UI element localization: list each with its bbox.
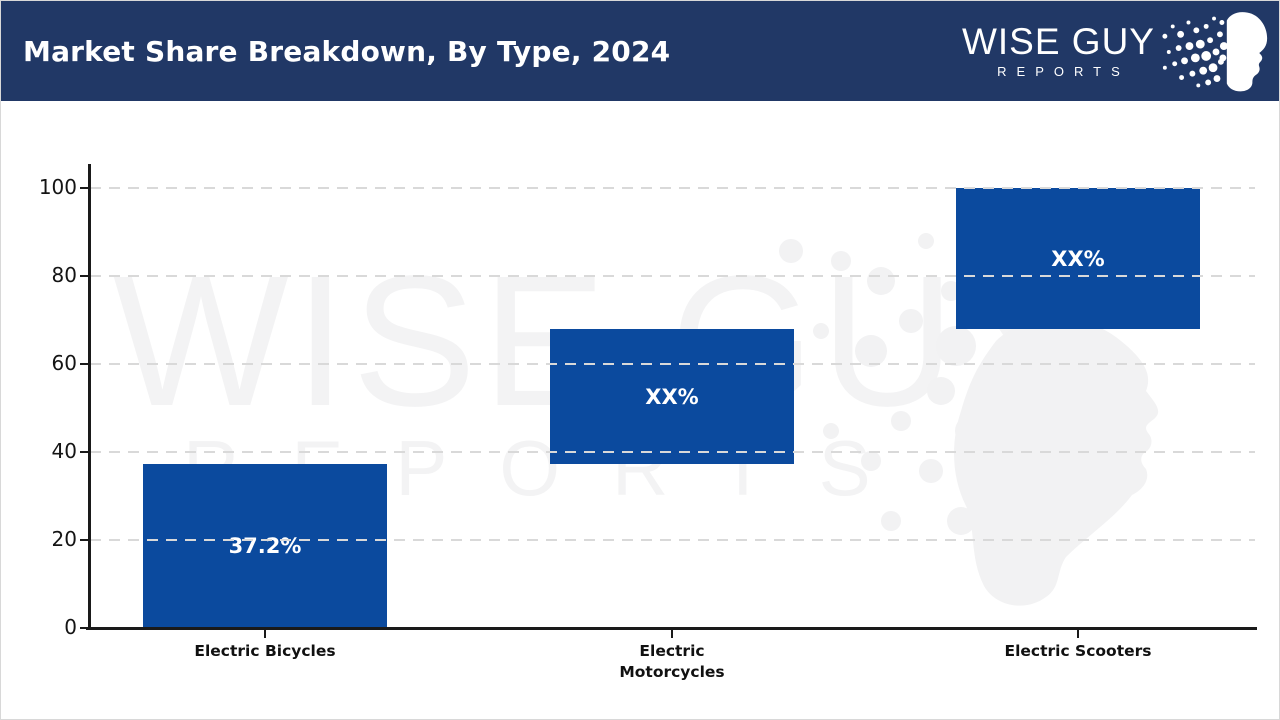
y-axis-tick bbox=[80, 627, 88, 629]
x-category-label: Electric Motorcycles bbox=[619, 642, 725, 681]
logo-wordmark: WISE GUY bbox=[961, 21, 1155, 62]
logo-face-icon bbox=[1162, 12, 1268, 92]
y-axis-tick bbox=[80, 363, 88, 365]
y-tick-label: 20 bbox=[51, 527, 77, 551]
x-axis bbox=[86, 627, 1257, 630]
y-axis-tick bbox=[80, 187, 88, 189]
y-tick-label: 40 bbox=[51, 439, 77, 463]
y-tick-label: 100 bbox=[38, 175, 77, 199]
y-axis-tick bbox=[80, 539, 88, 541]
logo-subtext: REPORTS bbox=[997, 64, 1130, 79]
y-tick-label: 0 bbox=[64, 615, 77, 639]
bar-segment: XX% bbox=[550, 329, 794, 465]
x-category-label: Electric Bicycles bbox=[194, 642, 336, 660]
gridline bbox=[90, 275, 1255, 277]
header: Market Share Breakdown, By Type, 2024 WI… bbox=[1, 1, 1279, 101]
x-category-label: Electric Scooters bbox=[1004, 642, 1152, 660]
y-axis-tick bbox=[80, 275, 88, 277]
y-tick-label: 60 bbox=[51, 351, 77, 375]
x-axis-tick bbox=[671, 630, 673, 638]
chart-title: Market Share Breakdown, By Type, 2024 bbox=[23, 34, 671, 68]
y-tick-label: 80 bbox=[51, 263, 77, 287]
y-axis-tick bbox=[80, 451, 88, 453]
gridline bbox=[90, 363, 1255, 365]
brand-logo-text: WISE GUY REPORTS bbox=[962, 23, 1155, 79]
gridline bbox=[90, 539, 1255, 541]
x-axis-tick bbox=[264, 630, 266, 638]
bar-value-label: XX% bbox=[1051, 246, 1105, 271]
bar-segment: XX% bbox=[956, 188, 1200, 330]
bar-value-label: XX% bbox=[645, 384, 699, 409]
brand-logo: WISE GUY REPORTS bbox=[962, 6, 1279, 96]
x-axis-tick bbox=[1077, 630, 1079, 638]
bar-value-label: 37.2% bbox=[228, 534, 302, 559]
gridline bbox=[90, 187, 1255, 189]
y-axis bbox=[88, 164, 91, 630]
gridline bbox=[90, 451, 1255, 453]
bar-segment: 37.2% bbox=[143, 464, 387, 628]
